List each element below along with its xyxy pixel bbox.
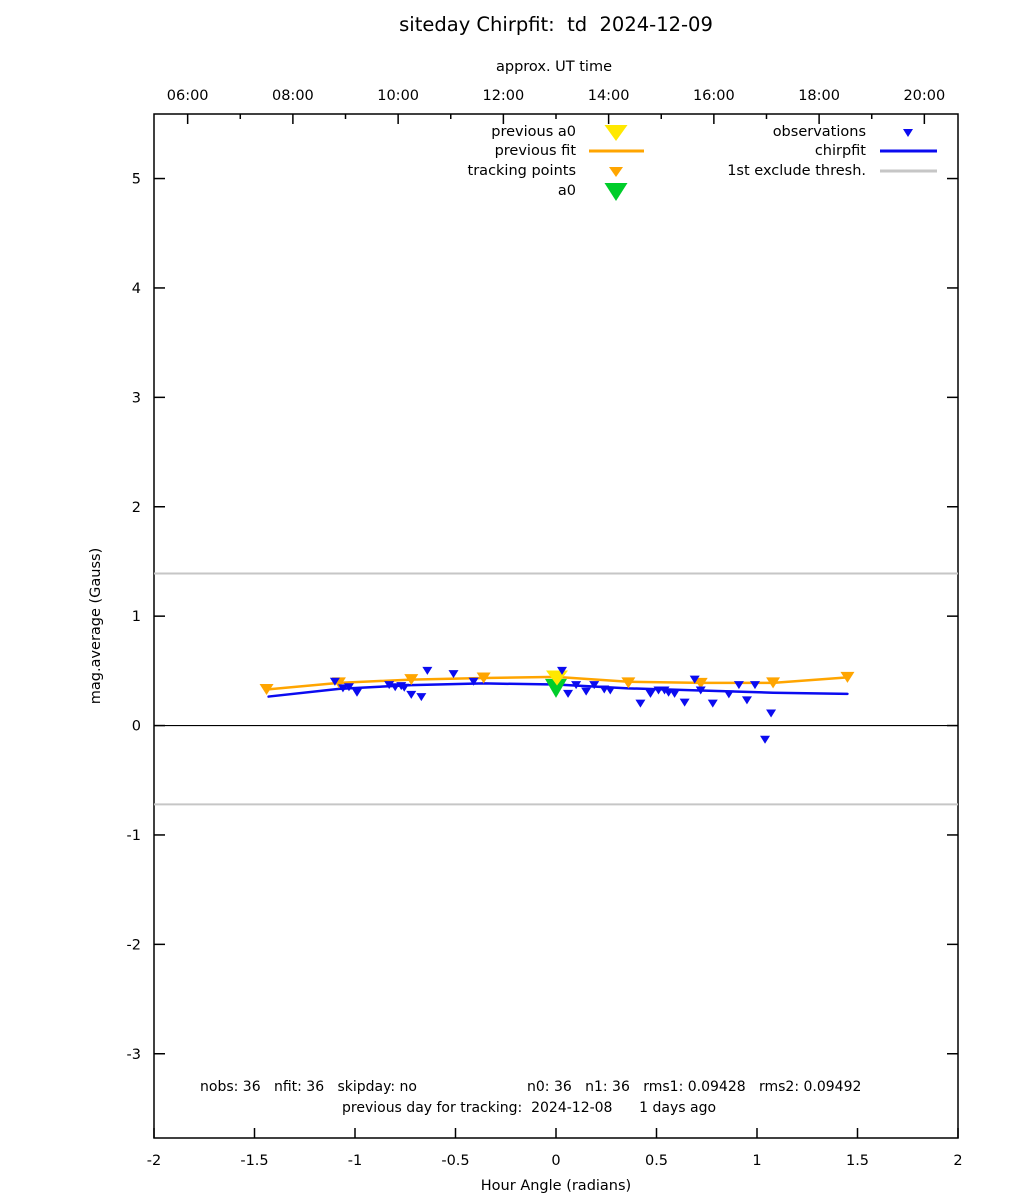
y-axis-tick-label: -2 <box>127 937 141 953</box>
top-axis-tick-label: 10:00 <box>377 88 419 104</box>
y-axis-tick-label: -3 <box>127 1047 141 1063</box>
observations-marker <box>571 681 582 690</box>
tracking-points-marker <box>259 683 274 695</box>
top-axis-tick-label: 16:00 <box>693 88 735 104</box>
x-axis-tick-label: -1.5 <box>240 1153 268 1169</box>
observations-marker <box>659 686 670 695</box>
observations-marker <box>733 681 744 690</box>
y-axis-tick-label: 5 <box>132 172 141 188</box>
a0-marker <box>545 678 567 698</box>
legend-label: observations <box>773 124 866 140</box>
legend-label: previous a0 <box>491 124 576 140</box>
y-axis-tick-label: 4 <box>132 281 141 297</box>
observations-marker <box>605 686 616 695</box>
top-axis-tick-label: 18:00 <box>798 88 840 104</box>
stats-line1-right: n0: 36 n1: 36 rms1: 0.09428 rms2: 0.0949… <box>527 1079 861 1095</box>
observations-marker <box>581 687 592 696</box>
legend-label: previous fit <box>495 143 577 159</box>
stats-line1-left: nobs: 36 nfit: 36 skipday: no <box>200 1079 417 1095</box>
y-axis-title: mag.average (Gauss) <box>88 548 104 705</box>
observations-marker <box>468 677 479 686</box>
x-axis-tick-label: 1.5 <box>846 1153 869 1169</box>
observations-marker <box>384 681 395 690</box>
legend-a0-swatch <box>604 183 628 201</box>
x-axis-tick-label: -0.5 <box>441 1153 469 1169</box>
tracking-points-marker <box>766 677 781 689</box>
observations-marker <box>352 688 363 697</box>
legend: previous a0 previous fit tracking points a0… <box>468 124 937 201</box>
top-axis-tick-label: 14:00 <box>588 88 630 104</box>
plot-frame <box>153 113 959 1139</box>
x-axis-tick-label: 2 <box>953 1153 962 1169</box>
observations-marker <box>448 670 459 679</box>
legend-tracking-points-swatch <box>609 167 623 177</box>
legend-observations-swatch <box>903 129 913 137</box>
y-axis-tick-label: -1 <box>127 828 141 844</box>
legend-label: a0 <box>558 183 576 199</box>
x-axis-tick-label: 1 <box>752 1153 761 1169</box>
x-axis-tick-label: 0 <box>551 1153 560 1169</box>
y-axis-tick-label: 2 <box>132 500 141 516</box>
observations-marker <box>422 666 433 675</box>
observations-marker <box>695 686 706 695</box>
x-axis-title: Hour Angle (radians) <box>481 1178 631 1194</box>
x-axis-tick-label: -2 <box>147 1153 161 1169</box>
observations-marker <box>669 689 680 698</box>
observations-marker <box>343 683 354 692</box>
y-axis-tick-label: 1 <box>132 609 141 625</box>
previous-a0-marker <box>546 670 569 686</box>
top-axis-tick-label: 20:00 <box>903 88 945 104</box>
chart-title: siteday Chirpfit: td 2024-12-09 <box>399 13 713 36</box>
observations-marker <box>679 698 690 707</box>
y-axis-tick-label: 3 <box>132 390 141 406</box>
observations-marker <box>416 693 427 702</box>
tracking-points-marker <box>693 677 708 689</box>
observations-marker <box>749 681 760 690</box>
observations-marker <box>390 683 401 692</box>
observations-marker <box>723 690 734 699</box>
observations-marker <box>760 735 771 744</box>
top-axis-title: approx. UT time <box>496 59 612 75</box>
tracking-points-marker <box>840 671 855 683</box>
axis-ticks: 06:00 08:00 10:00 12:00 14:00 16:00 18:00 20:00… <box>127 88 963 1169</box>
observations-marker <box>329 677 340 686</box>
top-axis-tick-label: 06:00 <box>167 88 209 104</box>
tracking-points-marker <box>476 672 491 684</box>
legend-previous-a0-swatch <box>604 125 628 141</box>
legend-label: chirpfit <box>815 143 866 159</box>
observations-marker <box>557 666 568 675</box>
observations-marker <box>337 684 348 693</box>
y-axis-tick-label: 0 <box>132 719 141 735</box>
observations-marker <box>589 681 600 690</box>
observations-marker <box>741 696 752 705</box>
x-axis-tick-label: -1 <box>348 1153 362 1169</box>
tracking-points-marker <box>621 677 636 689</box>
top-axis-tick-label: 08:00 <box>272 88 314 104</box>
x-axis-tick-label: 0.5 <box>645 1153 668 1169</box>
observations-marker <box>689 675 700 684</box>
data-series <box>259 666 855 744</box>
legend-label: 1st exclude thresh. <box>727 163 866 179</box>
observations-marker <box>635 699 646 708</box>
tracking-points-marker <box>404 674 419 686</box>
observations-marker <box>766 709 777 718</box>
reference-lines <box>154 572 958 806</box>
observations-marker <box>406 690 417 699</box>
legend-label: tracking points <box>468 163 576 179</box>
stats-line2: previous day for tracking: 2024-12-08 1 … <box>342 1100 716 1116</box>
observations-marker <box>399 683 410 692</box>
top-axis-tick-label: 12:00 <box>482 88 524 104</box>
observations-marker <box>645 689 656 698</box>
observations-marker <box>707 699 718 708</box>
observations-marker <box>563 689 574 698</box>
